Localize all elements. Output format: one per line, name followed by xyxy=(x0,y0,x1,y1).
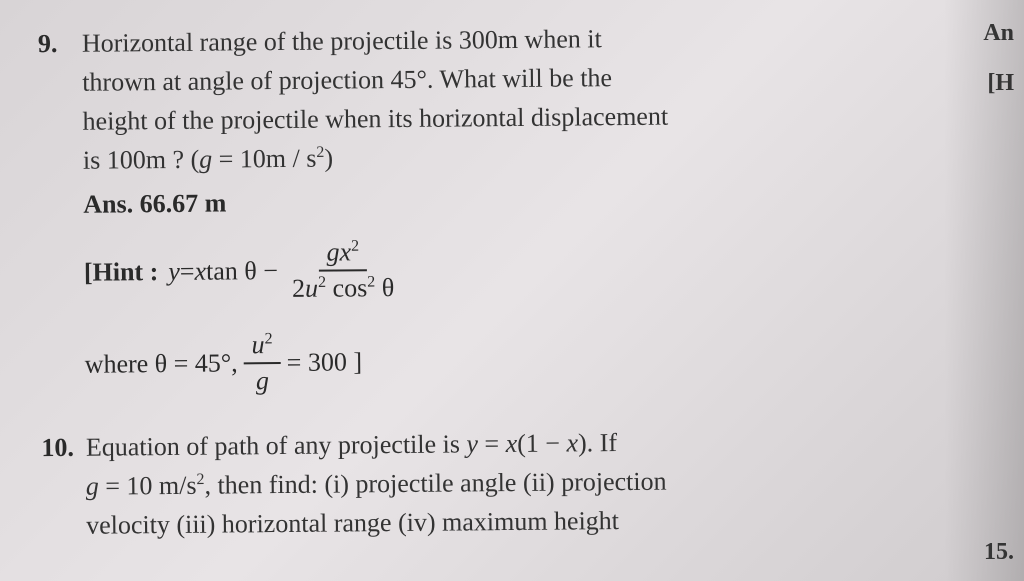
hint-eq1: = xyxy=(180,257,195,287)
q9-hint: [Hint : y = x tan θ − gx2 2u2 cos2 θ xyxy=(84,230,985,308)
frac-bot-uexp: 2 xyxy=(318,274,326,291)
q10-number: 10. xyxy=(41,428,74,467)
where-frac-bot: g xyxy=(248,364,277,398)
frac-bot-theta: θ xyxy=(375,273,394,302)
question-10: 10. Equation of path of any projectile i… xyxy=(41,420,986,545)
q10-l2-exp: 2 xyxy=(196,471,204,488)
where-frac-top: u2 xyxy=(243,328,280,364)
q9-text-1: Horizontal range of the projectile is 30… xyxy=(82,19,602,63)
q10-l1-x1: x xyxy=(506,429,518,458)
q10-l1-paren: (1 − xyxy=(517,429,567,458)
where-fraction: u2 g xyxy=(243,328,281,398)
frac-bot-u: u xyxy=(305,274,318,303)
hint-label: [Hint : xyxy=(84,257,159,288)
hint-tan: tan θ − xyxy=(206,256,278,287)
q10-l2-g: g xyxy=(86,472,99,501)
q10-text-3: velocity (iii) horizontal range (iv) max… xyxy=(86,498,986,545)
where-label: where θ = 45°, xyxy=(85,348,238,379)
q9-line4-eq: = 10m / s xyxy=(212,144,316,174)
frac-bot-cos: cos xyxy=(326,273,367,302)
frac-denominator: 2u2 cos2 θ xyxy=(284,271,402,306)
q10-text-1: Equation of path of any projectile is y … xyxy=(86,423,617,467)
q9-line4-suffix: ) xyxy=(324,144,333,173)
question-9: 9. Horizontal range of the projectile is… xyxy=(38,16,985,400)
q10-l1-x2: x xyxy=(566,428,578,457)
q10-l1-eq: = xyxy=(478,429,506,458)
q9-answer: Ans. 66.67 m xyxy=(83,182,983,220)
q9-line4-prefix: is 100m ? ( xyxy=(83,145,200,175)
q9-line4-g: g xyxy=(199,145,212,174)
hint-x: x xyxy=(194,257,206,287)
frac-numerator: gx2 xyxy=(318,235,367,271)
q9-number: 9. xyxy=(38,24,70,63)
where-frac-exp: 2 xyxy=(264,330,272,347)
answer-label: Ans. xyxy=(83,189,133,218)
q9-where: where θ = 45°, u2 g = 300 ] xyxy=(84,322,985,400)
q10-l2a: = 10 m/s xyxy=(99,471,197,501)
hint-y: y xyxy=(168,257,180,287)
q10-l1-y: y xyxy=(466,429,478,458)
margin-note-h: [H xyxy=(987,70,1014,97)
frac-top-x: x xyxy=(339,237,351,266)
frac-top-exp: 2 xyxy=(351,238,359,255)
where-eq: = 300 ] xyxy=(287,347,363,378)
q9-text-4: is 100m ? (g = 10m / s2) xyxy=(83,133,983,180)
margin-note-an: An xyxy=(983,20,1014,47)
frac-bot-2: 2 xyxy=(292,274,305,303)
frac-top-g: g xyxy=(326,238,339,267)
margin-note-15: 15. xyxy=(984,539,1014,566)
q10-l2b: , then find: (i) projectile angle (ii) p… xyxy=(204,467,666,500)
q9-line4-exp: 2 xyxy=(316,144,324,161)
q10-l1-close: ). If xyxy=(578,428,617,457)
where-frac-u: u xyxy=(251,330,264,359)
hint-fraction: gx2 2u2 cos2 θ xyxy=(284,235,403,306)
answer-value: 66.67 m xyxy=(133,188,226,218)
q10-l1a: Equation of path of any projectile is xyxy=(86,429,467,461)
hint-formula: y = x tan θ − gx2 2u2 cos2 θ xyxy=(168,235,408,307)
